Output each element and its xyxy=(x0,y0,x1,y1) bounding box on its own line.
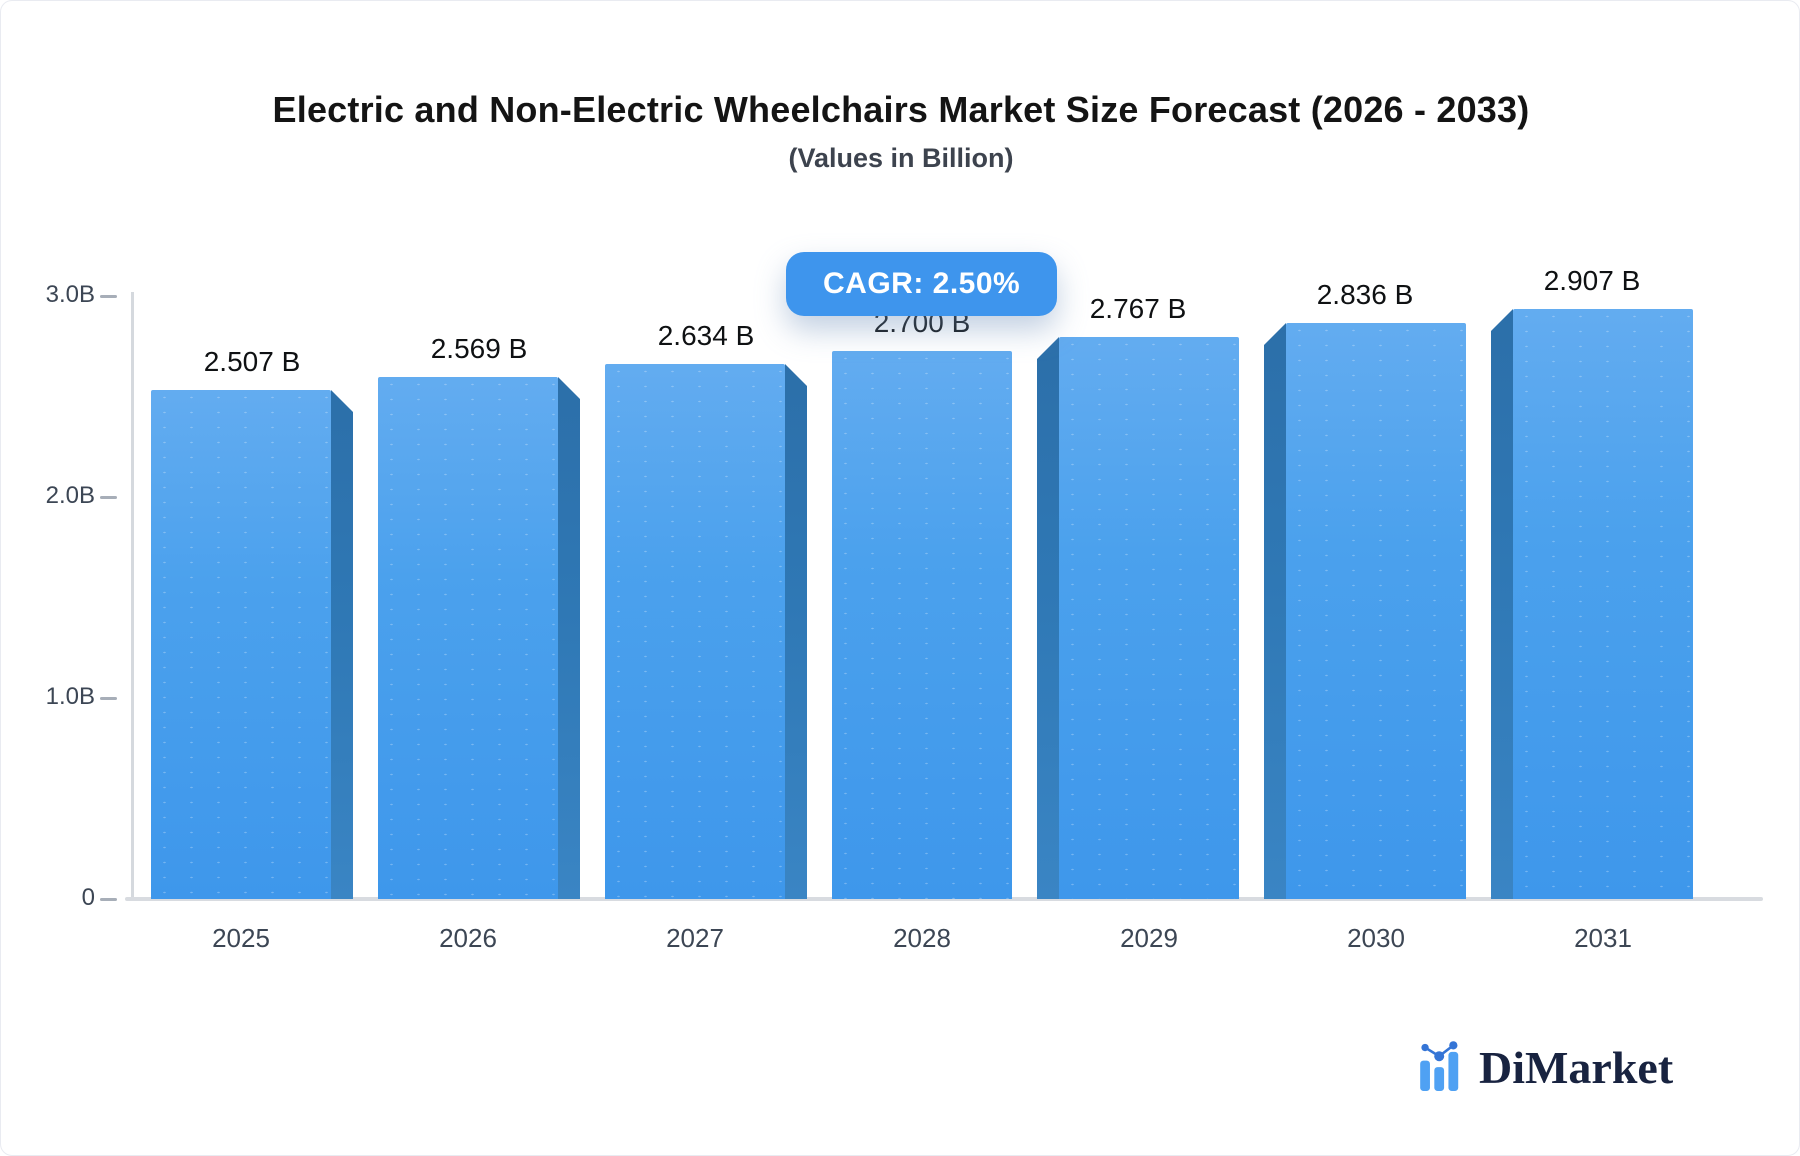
bar-face xyxy=(1286,323,1466,899)
bar-column-2026 xyxy=(378,377,580,899)
bar-face xyxy=(832,351,1012,899)
bar-side-face xyxy=(785,364,807,899)
y-axis-tick xyxy=(100,697,117,700)
x-axis-label: 2026 xyxy=(439,923,497,953)
x-axis-label: 2025 xyxy=(212,923,270,953)
bar-value-label: 2.907 B xyxy=(1543,265,1641,296)
y-axis-tick-label: 2.0B xyxy=(45,482,95,509)
bar-side-face xyxy=(558,377,580,899)
page-subtitle: (Values in Billion) xyxy=(788,143,1014,173)
bar-face xyxy=(1059,337,1239,899)
x-axis-label: 2027 xyxy=(666,923,724,953)
y-axis-tick-label: 0 xyxy=(81,884,95,911)
x-axis-label: 2029 xyxy=(1120,923,1178,953)
bar-face xyxy=(151,390,331,899)
bar-side-face xyxy=(331,390,353,899)
bar-column-2028 xyxy=(832,351,1012,899)
x-axis-label: 2030 xyxy=(1347,923,1405,953)
bar-value-label: 2.569 B xyxy=(430,333,528,364)
bar-value-label: 2.507 B xyxy=(203,346,301,377)
y-axis-tick xyxy=(100,295,117,298)
y-axis-tick-label: 3.0B xyxy=(45,281,95,308)
bar-side-face xyxy=(1037,337,1059,899)
y-axis-tick xyxy=(100,898,117,901)
bar-side-face xyxy=(1264,323,1286,899)
x-axis-label: 2028 xyxy=(893,923,951,953)
bar-column-2025 xyxy=(151,390,353,899)
brand-logo: DiMarket xyxy=(1419,1041,1673,1091)
bar-column-2029 xyxy=(1037,337,1239,899)
bar-side-face xyxy=(1491,309,1513,899)
bar-column-2027 xyxy=(605,364,807,899)
bar-value-label: 2.836 B xyxy=(1316,279,1414,310)
bar-column-2030 xyxy=(1264,323,1466,899)
page-title: Electric and Non-Electric Wheelchairs Ma… xyxy=(272,89,1530,130)
y-axis-line xyxy=(131,292,134,899)
bar-column-2031 xyxy=(1491,309,1693,899)
x-axis-baseline xyxy=(125,897,1763,901)
y-axis-tick xyxy=(100,496,117,499)
brand-name: DiMarket xyxy=(1479,1042,1674,1093)
bar-face xyxy=(378,377,558,899)
y-axis-tick-label: 1.0B xyxy=(45,683,95,710)
cagr-badge: CAGR: 2.50% xyxy=(786,252,1058,316)
x-axis-label: 2031 xyxy=(1574,923,1632,953)
bar-value-label: 2.767 B xyxy=(1089,293,1187,324)
bar-face xyxy=(1513,309,1693,899)
bar-face xyxy=(605,364,785,899)
bar-value-label: 2.634 B xyxy=(657,320,755,351)
bar-chart-logo-icon xyxy=(1420,1041,1459,1091)
